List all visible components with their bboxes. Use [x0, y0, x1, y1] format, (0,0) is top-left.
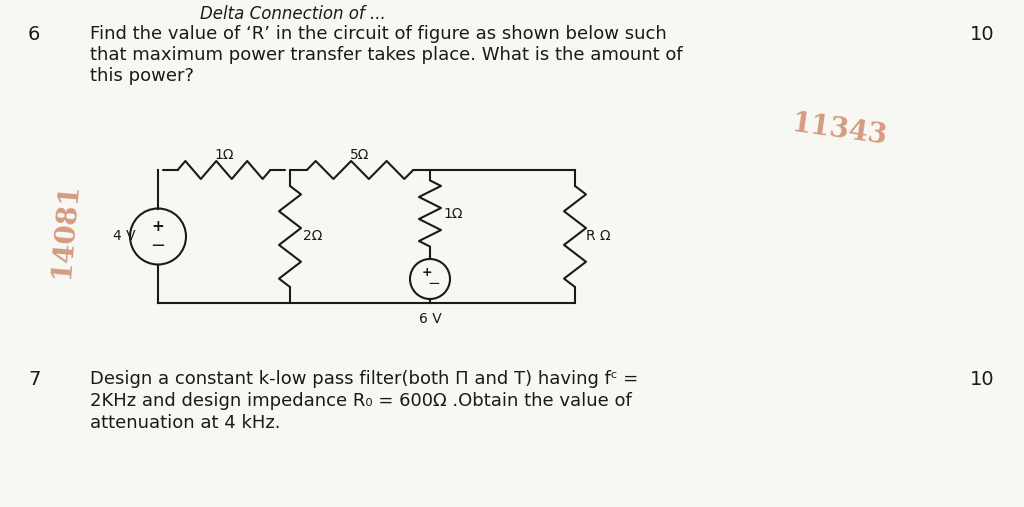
Text: that maximum power transfer takes place. What is the amount of: that maximum power transfer takes place.…	[90, 46, 683, 64]
Text: 6 V: 6 V	[419, 312, 441, 326]
Text: Delta Connection of ...: Delta Connection of ...	[200, 5, 386, 23]
Text: 10: 10	[971, 25, 995, 44]
Text: 6: 6	[28, 25, 40, 44]
Text: Find the value of ‘R’ in the circuit of figure as shown below such: Find the value of ‘R’ in the circuit of …	[90, 25, 667, 43]
Text: 4 V: 4 V	[113, 230, 135, 243]
Text: R Ω: R Ω	[586, 230, 610, 243]
Text: attenuation at 4 kHz.: attenuation at 4 kHz.	[90, 414, 281, 432]
Text: 5Ω: 5Ω	[350, 148, 370, 162]
Text: this power?: this power?	[90, 67, 194, 85]
Text: −: −	[151, 236, 166, 255]
Text: 1Ω: 1Ω	[214, 148, 233, 162]
Text: 14081: 14081	[48, 181, 83, 279]
Text: 2Ω: 2Ω	[303, 230, 323, 243]
Text: +: +	[152, 219, 165, 234]
Text: +: +	[422, 266, 432, 278]
Text: 1Ω: 1Ω	[443, 206, 463, 221]
Text: 11343: 11343	[790, 110, 889, 150]
Text: 7: 7	[28, 370, 40, 389]
Text: 10: 10	[971, 370, 995, 389]
Text: 2KHz and design impedance R₀ = 600Ω .Obtain the value of: 2KHz and design impedance R₀ = 600Ω .Obt…	[90, 392, 632, 410]
Text: −: −	[428, 276, 440, 292]
Text: Design a constant k-low pass filter(both Π and T) having fᶜ =: Design a constant k-low pass filter(both…	[90, 370, 638, 388]
